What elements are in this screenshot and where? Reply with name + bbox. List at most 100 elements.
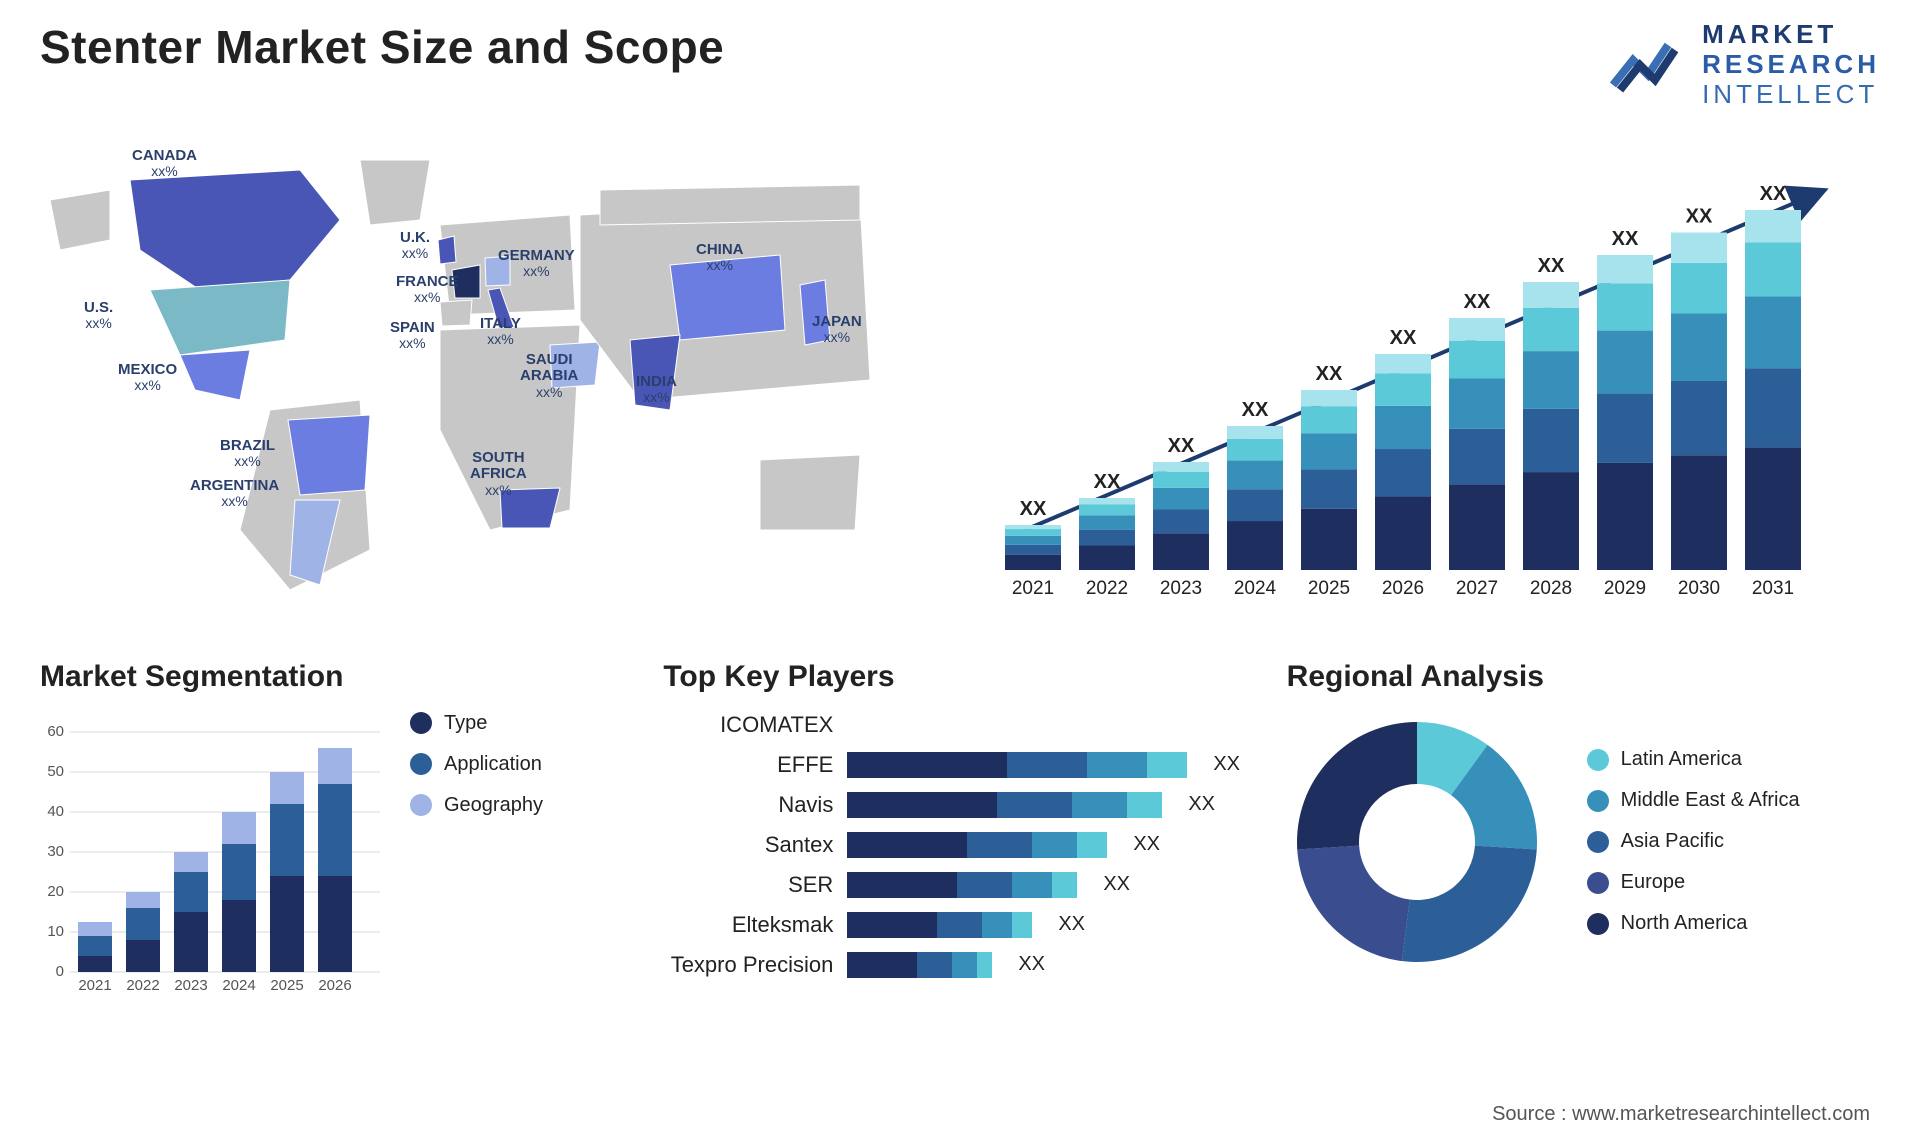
legend-item: Asia Pacific xyxy=(1587,830,1800,853)
regional-legend: Latin America Middle East & Africa Asia Pa… xyxy=(1587,748,1800,935)
svg-text:XX: XX xyxy=(1612,228,1639,250)
logo-line-1: MARKET xyxy=(1702,20,1880,50)
map-label: SAUDIARABIAxx% xyxy=(520,352,578,400)
map-label: JAPANxx% xyxy=(812,314,862,346)
player-label: Santex xyxy=(663,832,833,858)
svg-text:2021: 2021 xyxy=(1012,578,1054,599)
player-row: EFFE XX xyxy=(663,752,1256,778)
players-title: Top Key Players xyxy=(663,660,1256,694)
svg-text:0: 0 xyxy=(56,963,64,980)
map-label: SPAINxx% xyxy=(390,320,435,352)
player-bar xyxy=(847,832,1107,858)
legend-item: Middle East & Africa xyxy=(1587,789,1800,812)
map-label: FRANCExx% xyxy=(396,274,459,306)
map-label: ARGENTINAxx% xyxy=(190,478,279,510)
svg-text:2025: 2025 xyxy=(1308,578,1350,599)
player-bar xyxy=(847,792,1162,818)
player-bar xyxy=(847,912,1032,938)
map-label: CHINAxx% xyxy=(696,242,744,274)
player-row: Elteksmak XX xyxy=(663,912,1256,938)
svg-text:2029: 2029 xyxy=(1604,578,1646,599)
player-label: Texpro Precision xyxy=(663,952,833,978)
svg-text:XX: XX xyxy=(1242,399,1269,421)
player-row: Santex XX xyxy=(663,832,1256,858)
player-row: Navis XX xyxy=(663,792,1256,818)
svg-text:2025: 2025 xyxy=(270,977,303,994)
svg-text:40: 40 xyxy=(47,803,64,820)
svg-text:2031: 2031 xyxy=(1752,578,1794,599)
svg-text:XX: XX xyxy=(1316,363,1343,385)
legend-item: Type xyxy=(410,712,543,735)
player-bar xyxy=(847,872,1077,898)
legend-item: North America xyxy=(1587,912,1800,935)
map-label: U.S.xx% xyxy=(84,300,113,332)
map-label: INDIAxx% xyxy=(636,374,677,406)
player-label: Navis xyxy=(663,792,833,818)
map-label: U.K.xx% xyxy=(400,230,430,262)
segmentation-title: Market Segmentation xyxy=(40,660,633,694)
source-text: Source : www.marketresearchintellect.com xyxy=(1492,1103,1870,1126)
svg-text:2030: 2030 xyxy=(1678,578,1720,599)
map-label: MEXICOxx% xyxy=(118,362,177,394)
logo-line-2: RESEARCH xyxy=(1702,50,1880,80)
svg-text:30: 30 xyxy=(47,843,64,860)
map-label: ITALYxx% xyxy=(480,316,521,348)
segmentation-chart: 0 10 20 30 40 50 60 2021 2022 2023 2024 2025 2026 xyxy=(40,712,380,1002)
svg-text:2024: 2024 xyxy=(222,977,255,994)
map-label: GERMANYxx% xyxy=(498,248,575,280)
svg-text:2023: 2023 xyxy=(174,977,207,994)
svg-text:2026: 2026 xyxy=(318,977,351,994)
svg-text:XX: XX xyxy=(1168,435,1195,457)
regional-panel: Regional Analysis Latin America Middle Ea… xyxy=(1287,660,1880,1002)
forecast-chart: XX 2021 XX 2022 XX 2023 XX 2024 XX 2025 XX 2026 XX 20… xyxy=(975,130,1880,630)
segmentation-legend: Type Application Geography xyxy=(410,712,543,817)
page-title: Stenter Market Size and Scope xyxy=(40,20,724,74)
player-label: ICOMATEX xyxy=(663,712,833,738)
map-label: SOUTHAFRICAxx% xyxy=(470,450,527,498)
svg-text:2022: 2022 xyxy=(1086,578,1128,599)
legend-item: Application xyxy=(410,753,543,776)
svg-text:60: 60 xyxy=(47,723,64,740)
brand-logo: MARKET RESEARCH INTELLECT xyxy=(1608,20,1880,110)
player-label: Elteksmak xyxy=(663,912,833,938)
legend-item: Europe xyxy=(1587,871,1800,894)
svg-text:XX: XX xyxy=(1760,183,1787,205)
world-map: CANADAxx% U.S.xx% MEXICOxx% BRAZILxx% ARGENT… xyxy=(40,130,945,630)
svg-text:10: 10 xyxy=(47,923,64,940)
svg-text:2021: 2021 xyxy=(78,977,111,994)
svg-text:2024: 2024 xyxy=(1234,578,1277,599)
player-row: Texpro PrecisionXX xyxy=(663,952,1256,978)
svg-text:XX: XX xyxy=(1094,471,1121,493)
players-panel: Top Key Players ICOMATEX EFFEXX NavisXX … xyxy=(663,660,1256,1002)
svg-text:XX: XX xyxy=(1686,205,1713,227)
player-label: EFFE xyxy=(663,752,833,778)
player-bar xyxy=(847,952,992,978)
svg-text:2026: 2026 xyxy=(1382,578,1424,599)
svg-text:2027: 2027 xyxy=(1456,578,1498,599)
player-value: XX xyxy=(1133,833,1160,856)
svg-text:XX: XX xyxy=(1538,255,1565,277)
svg-text:50: 50 xyxy=(47,763,64,780)
player-value: XX xyxy=(1213,753,1240,776)
svg-text:2028: 2028 xyxy=(1530,578,1572,599)
logo-line-3: INTELLECT xyxy=(1702,80,1880,110)
svg-text:XX: XX xyxy=(1464,291,1491,313)
player-value: XX xyxy=(1103,873,1130,896)
svg-text:XX: XX xyxy=(1390,327,1417,349)
player-row: ICOMATEX xyxy=(663,712,1256,738)
player-bar xyxy=(847,752,1187,778)
map-label: BRAZILxx% xyxy=(220,438,275,470)
legend-item: Geography xyxy=(410,794,543,817)
svg-text:2023: 2023 xyxy=(1160,578,1202,599)
player-value: XX xyxy=(1058,913,1085,936)
svg-text:2022: 2022 xyxy=(126,977,159,994)
legend-item: Latin America xyxy=(1587,748,1800,771)
svg-text:XX: XX xyxy=(1020,498,1047,520)
donut-chart xyxy=(1287,712,1547,972)
map-label: CANADAxx% xyxy=(132,148,197,180)
svg-text:20: 20 xyxy=(47,883,64,900)
segmentation-panel: Market Segmentation 0 10 20 30 40 50 60 2021 202… xyxy=(40,660,633,1002)
regional-title: Regional Analysis xyxy=(1287,660,1880,694)
player-row: SERXX xyxy=(663,872,1256,898)
player-value: XX xyxy=(1188,793,1215,816)
